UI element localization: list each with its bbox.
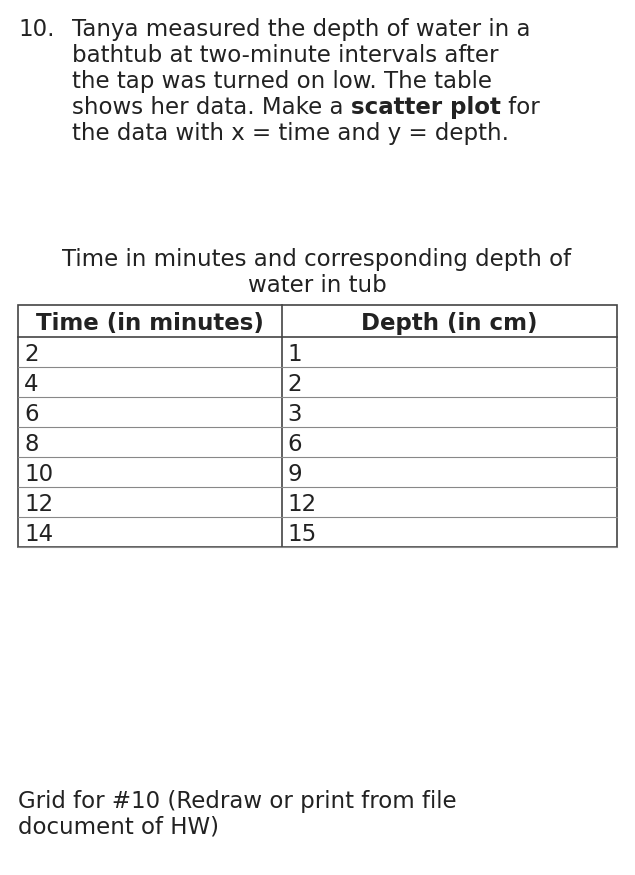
Text: Time in minutes and corresponding depth of: Time in minutes and corresponding depth … — [62, 248, 572, 271]
Text: the data with x = time and y = depth.: the data with x = time and y = depth. — [72, 122, 509, 145]
Text: 4: 4 — [24, 373, 39, 396]
Text: 6: 6 — [24, 403, 39, 426]
Text: 8: 8 — [24, 433, 39, 456]
Text: bathtub at two-minute intervals after: bathtub at two-minute intervals after — [72, 44, 498, 67]
Text: the tap was turned on low. The table: the tap was turned on low. The table — [72, 70, 492, 93]
Text: 10: 10 — [24, 463, 53, 486]
Text: 9: 9 — [288, 463, 302, 486]
Text: 6: 6 — [288, 433, 302, 456]
Text: 3: 3 — [288, 403, 302, 426]
Text: water in tub: water in tub — [248, 274, 386, 297]
Text: 15: 15 — [288, 523, 317, 546]
Text: for: for — [500, 96, 539, 119]
Text: 14: 14 — [24, 523, 53, 546]
Text: scatter plot: scatter plot — [351, 96, 500, 119]
Text: 10.: 10. — [18, 18, 55, 41]
Text: Depth (in cm): Depth (in cm) — [361, 312, 538, 335]
Text: Time (in minutes): Time (in minutes) — [36, 312, 264, 335]
Bar — [18, 305, 617, 547]
Text: 12: 12 — [288, 493, 317, 516]
Text: 1: 1 — [288, 343, 302, 366]
Text: 2: 2 — [24, 343, 39, 366]
Text: 2: 2 — [288, 373, 302, 396]
Text: shows her data. Make a: shows her data. Make a — [72, 96, 351, 119]
Text: 12: 12 — [24, 493, 53, 516]
Text: Tanya measured the depth of water in a: Tanya measured the depth of water in a — [72, 18, 530, 41]
Text: document of HW): document of HW) — [18, 816, 219, 839]
Text: Grid for #10 (Redraw or print from file: Grid for #10 (Redraw or print from file — [18, 790, 457, 813]
